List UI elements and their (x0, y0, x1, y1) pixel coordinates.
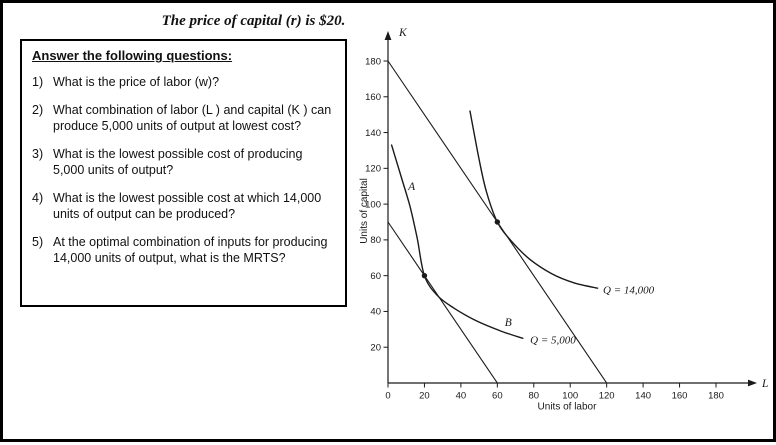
question-3-text: What is the lowest possible cost of prod… (53, 146, 303, 178)
x-tick-label-20: 20 (419, 391, 430, 402)
question-3-number: 3) (32, 146, 44, 161)
y-tick-label-100: 100 (365, 199, 381, 210)
tangency-point-14000 (494, 219, 501, 225)
x-tick-label-120: 120 (599, 391, 615, 402)
y-tick-label-140: 140 (365, 128, 381, 139)
isocost-inner-line (387, 221, 498, 384)
y-tick-label-120: 120 (365, 164, 381, 175)
x-tick-label-100: 100 (562, 391, 578, 402)
x-tick-label-140: 140 (635, 391, 651, 402)
point-label-a: A (407, 181, 416, 193)
y-tick-label-180: 180 (365, 56, 381, 67)
question-4: 4) What is the lowest possible cost at w… (32, 190, 335, 223)
question-1: 1) What is the price of labor (w)? (32, 74, 335, 91)
y-tick-label-80: 80 (370, 235, 381, 246)
y-axis-title: Units of capital (359, 178, 370, 244)
x-tick-label-180: 180 (708, 391, 724, 402)
questions-box: Answer the following questions: 1) What … (20, 39, 347, 307)
y-tick-label-40: 40 (370, 307, 381, 318)
question-1-text: What is the price of labor (w)? (53, 75, 220, 89)
question-2-number: 2) (32, 102, 44, 117)
questions-heading: Answer the following questions: (32, 48, 233, 63)
y-axis-arrow-icon (384, 31, 392, 40)
point-label-b: B (505, 317, 512, 329)
question-2: 2) What combination of labor (L ) and ca… (32, 102, 335, 135)
x-tick-label-80: 80 (528, 391, 539, 402)
question-5-text: At the optimal combination of inputs for… (53, 234, 328, 266)
question-4-number: 4) (32, 190, 44, 205)
question-5-number: 5) (32, 234, 44, 249)
x-axis-title: Units of labor (538, 402, 598, 413)
question-3: 3) What is the lowest possible cost of p… (32, 146, 335, 179)
y-tick-label-20: 20 (370, 343, 381, 354)
y-tick-label-60: 60 (370, 271, 381, 282)
page-title: The price of capital (r) is $20. (161, 13, 346, 29)
tangency-point-5000 (421, 272, 428, 279)
isoquant-isocost-chart: K L 0 20 40 60 80 100 120 140 160 180 20 40 60 80 100 120… (359, 27, 768, 413)
isoquant-label-5000: Q = 5,000 (530, 335, 576, 347)
x-axis-arrow-icon (748, 379, 757, 387)
question-2-text: What combination of labor (L ) and capit… (53, 102, 332, 134)
x-tick-label-60: 60 (492, 391, 503, 402)
question-5: 5) At the optimal combination of inputs … (32, 234, 335, 267)
y-tick-label-160: 160 (365, 92, 381, 103)
isoquant-label-14000: Q = 14,000 (603, 285, 655, 297)
question-1-number: 1) (32, 75, 44, 89)
x-axis-symbol: L (761, 378, 768, 390)
x-tick-label-160: 160 (672, 391, 688, 402)
isoquant-curve-14000 (469, 110, 599, 289)
y-axis-symbol: K (398, 27, 408, 39)
x-tick-label-40: 40 (456, 391, 467, 402)
question-4-text: What is the lowest possible cost at whic… (53, 190, 322, 222)
x-tick-label-0: 0 (385, 391, 390, 402)
isoquant-curve-5000 (390, 144, 524, 339)
